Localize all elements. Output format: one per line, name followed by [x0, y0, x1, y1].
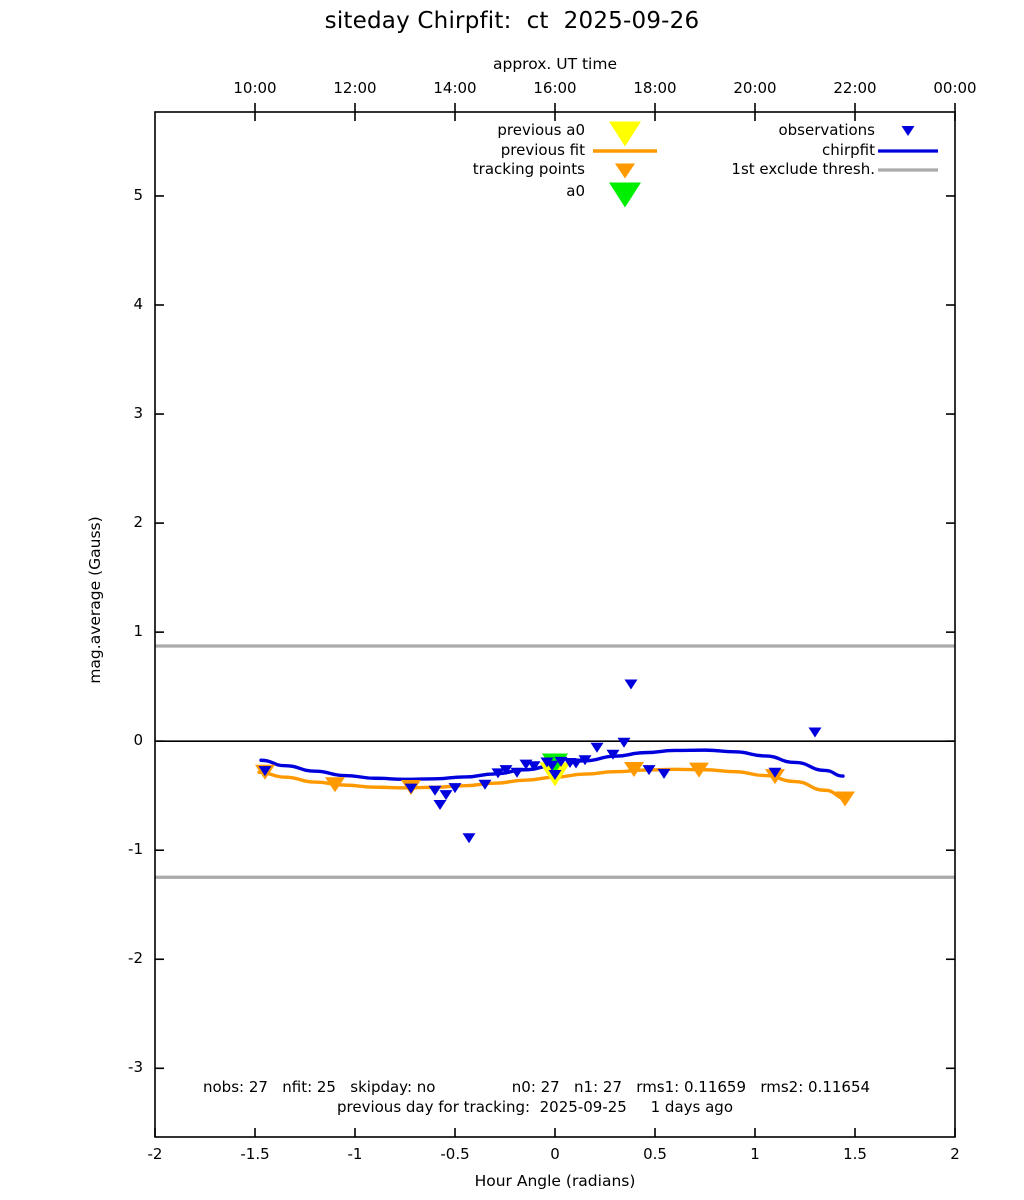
- top-axis-label: approx. UT time: [493, 55, 617, 73]
- stats-line-primary: nobs: 27 nfit: 25 skipday: no n0: 27 n1:…: [203, 1078, 871, 1096]
- observation-marker: [590, 742, 604, 753]
- top-tick-label: 16:00: [533, 79, 577, 97]
- observation-marker: [617, 737, 631, 748]
- y-tick-label: 5: [133, 185, 143, 204]
- tracking-point-marker: [325, 777, 345, 793]
- y-tick-label: -2: [128, 949, 143, 968]
- observation-marker: [657, 768, 671, 779]
- observation-marker: [808, 727, 822, 738]
- x-tick-label: 1.5: [843, 1145, 867, 1163]
- observation-marker: [624, 679, 638, 690]
- top-tick-label: 14:00: [433, 79, 477, 97]
- y-tick-label: 2: [133, 513, 143, 532]
- observation-marker: [404, 783, 418, 794]
- page-title: siteday Chirpfit: ct 2025-09-26: [324, 8, 700, 34]
- stats-line-tracking: previous day for tracking: 2025-09-25 1 …: [337, 1098, 733, 1116]
- legend-label-1st-exclude-thresh-: 1st exclude thresh.: [731, 160, 875, 178]
- observation-marker: [554, 756, 568, 767]
- plot-frame: [154, 111, 956, 1138]
- observation-marker: [439, 790, 453, 801]
- x-tick-label: -1: [347, 1145, 363, 1163]
- observation-marker: [642, 765, 656, 776]
- y-tick-label: 0: [133, 731, 143, 750]
- legend-label-previous-a0: previous a0: [497, 121, 585, 139]
- observation-marker: [510, 767, 524, 778]
- legend-label-chirpfit: chirpfit: [822, 141, 875, 159]
- top-tick-label: 00:00: [933, 79, 977, 97]
- top-tick-label: 18:00: [633, 79, 677, 97]
- observation-marker: [768, 767, 782, 778]
- x-tick-label: -1.5: [240, 1145, 270, 1163]
- top-tick-label: 10:00: [233, 79, 277, 97]
- tracking-point-marker: [835, 791, 855, 807]
- x-axis-label: Hour Angle (radians): [474, 1172, 636, 1190]
- tracking-point-marker: [624, 762, 644, 778]
- observation-marker: [448, 783, 462, 794]
- y-tick-label: 3: [133, 404, 143, 423]
- observation-marker: [491, 768, 505, 779]
- observation-marker: [606, 749, 620, 760]
- x-tick-label: 1: [750, 1145, 760, 1163]
- observation-marker: [548, 769, 562, 780]
- x-tick-label: -0.5: [440, 1145, 470, 1163]
- observation-marker: [462, 833, 476, 844]
- legend-marker-observations: [901, 126, 915, 136]
- observation-marker: [569, 758, 583, 769]
- legend-marker-a0: [609, 182, 641, 208]
- legend-label-tracking-points: tracking points: [472, 160, 585, 178]
- x-tick-label: 0.5: [643, 1145, 667, 1163]
- observation-marker: [433, 799, 447, 810]
- legend-label-previous-fit: previous fit: [500, 141, 585, 159]
- observation-marker: [258, 766, 272, 777]
- legend-marker-previous-a0: [609, 121, 641, 147]
- observation-marker: [527, 761, 541, 772]
- observation-marker: [478, 779, 492, 790]
- y-tick-label: -1: [128, 840, 143, 859]
- observation-marker: [578, 755, 592, 766]
- observation-marker: [499, 765, 513, 776]
- legend-label-observations: observations: [778, 121, 875, 139]
- y-tick-label: -3: [128, 1058, 143, 1077]
- top-tick-label: 22:00: [833, 79, 877, 97]
- legend-marker-tracking-points: [615, 163, 635, 179]
- y-tick-label: 4: [133, 295, 143, 313]
- top-tick-label: 20:00: [733, 79, 777, 97]
- y-tick-label: 1: [133, 622, 143, 641]
- x-tick-label: 0: [550, 1145, 560, 1163]
- legend-label-a0: a0: [566, 182, 585, 200]
- observation-marker: [428, 785, 442, 796]
- tracking-point-marker: [689, 762, 709, 778]
- observation-marker: [545, 760, 559, 771]
- x-tick-label: -2: [147, 1145, 163, 1163]
- top-tick-label: 12:00: [333, 79, 377, 97]
- x-tick-label: 2: [950, 1145, 960, 1163]
